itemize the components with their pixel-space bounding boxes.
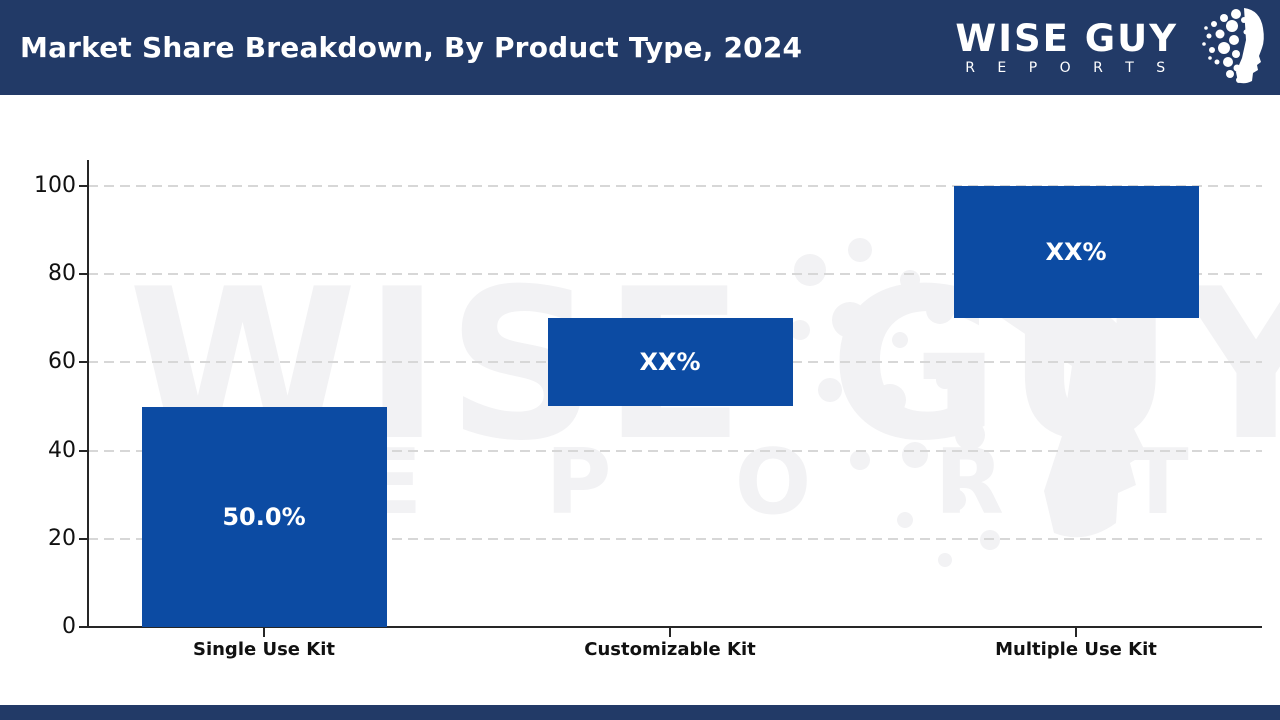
y-axis-tick-mark bbox=[79, 273, 88, 276]
page-title: Market Share Breakdown, By Product Type,… bbox=[20, 31, 803, 64]
y-axis-tick-label: 20 bbox=[48, 525, 76, 551]
footer-bar bbox=[0, 705, 1280, 720]
x-axis-category-label: Customizable Kit bbox=[584, 639, 756, 660]
y-axis-tick-label: 100 bbox=[34, 173, 76, 198]
bar-value-label: 50.0% bbox=[222, 502, 306, 531]
bar-single-use-kit: 50.0% bbox=[141, 406, 387, 627]
y-axis-tick-label: 60 bbox=[48, 349, 76, 375]
x-axis-tick-mark bbox=[263, 628, 265, 637]
y-axis-tick-mark bbox=[79, 185, 88, 187]
gridline-y-40 bbox=[88, 449, 1262, 452]
x-axis-line bbox=[88, 626, 1262, 628]
x-axis-tick-mark bbox=[669, 628, 671, 637]
y-axis-tick-mark bbox=[79, 626, 88, 628]
y-axis-tick-label: 80 bbox=[48, 261, 76, 287]
y-axis-tick-label: 0 bbox=[62, 614, 76, 639]
y-axis-tick-mark bbox=[79, 537, 88, 540]
watermark-dotted-face bbox=[790, 238, 1146, 567]
header-bar: Market Share Breakdown, By Product Type,… bbox=[0, 0, 1280, 95]
x-axis-category-label: Single Use Kit bbox=[192, 639, 335, 660]
y-axis-line bbox=[87, 160, 89, 627]
x-axis-tick-mark bbox=[1075, 628, 1077, 637]
bar-customizable-kit: XX% bbox=[547, 318, 793, 407]
gridline-y-100 bbox=[88, 185, 1262, 187]
brand-name: WISE GUY bbox=[955, 17, 1178, 60]
bar-value-label: XX% bbox=[639, 348, 701, 377]
y-axis-tick-mark bbox=[79, 361, 88, 364]
brand-logo: WISE GUY R E P O R T S bbox=[955, 6, 1280, 90]
bar-value-label: XX% bbox=[1045, 238, 1107, 267]
brand-subtitle: R E P O R T S bbox=[965, 60, 1175, 76]
y-axis-tick-mark bbox=[79, 449, 88, 452]
gridline-y-80 bbox=[88, 273, 1262, 276]
bar-multiple-use-kit: XX% bbox=[953, 186, 1199, 319]
x-axis-category-label: Multiple Use Kit bbox=[995, 639, 1157, 660]
y-axis-tick-label: 40 bbox=[48, 437, 76, 463]
gridline-y-20 bbox=[88, 537, 1262, 540]
brand-logo-text: WISE GUY R E P O R T S bbox=[955, 20, 1178, 75]
dotted-face-icon bbox=[1202, 7, 1264, 83]
